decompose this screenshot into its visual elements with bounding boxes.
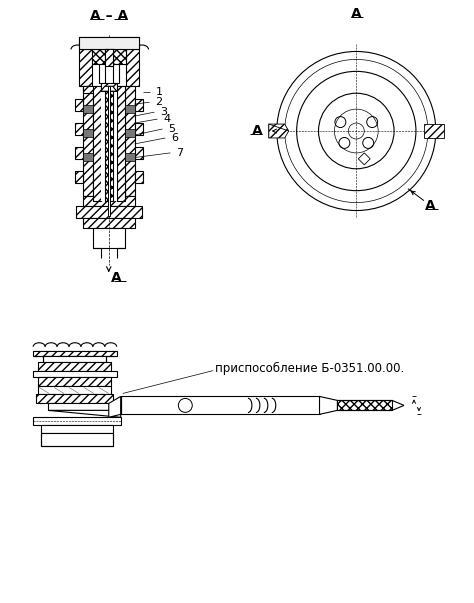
Polygon shape — [101, 86, 117, 91]
Polygon shape — [75, 147, 83, 159]
Polygon shape — [125, 129, 135, 137]
Polygon shape — [101, 83, 117, 91]
Polygon shape — [48, 403, 109, 411]
Polygon shape — [33, 351, 117, 356]
Polygon shape — [41, 433, 113, 446]
Polygon shape — [43, 356, 106, 362]
Polygon shape — [75, 171, 83, 183]
Polygon shape — [135, 147, 143, 159]
Text: 3: 3 — [161, 107, 167, 117]
Polygon shape — [109, 396, 121, 417]
Text: 5: 5 — [168, 124, 175, 134]
Text: 4: 4 — [164, 114, 171, 124]
Polygon shape — [33, 417, 121, 425]
Text: А: А — [425, 198, 435, 213]
Text: 6: 6 — [172, 133, 178, 143]
Polygon shape — [36, 394, 113, 403]
Polygon shape — [83, 153, 93, 161]
Text: приспособление Б-0351.00.00.: приспособление Б-0351.00.00. — [215, 362, 404, 375]
Polygon shape — [337, 400, 392, 411]
Polygon shape — [41, 425, 113, 433]
Polygon shape — [269, 124, 289, 138]
Polygon shape — [319, 396, 337, 414]
Polygon shape — [33, 371, 117, 376]
Polygon shape — [38, 376, 111, 387]
Polygon shape — [117, 86, 125, 201]
Polygon shape — [79, 49, 92, 86]
Polygon shape — [48, 403, 121, 417]
Polygon shape — [135, 99, 143, 111]
Polygon shape — [135, 171, 143, 183]
Polygon shape — [424, 124, 444, 138]
Polygon shape — [93, 229, 125, 248]
Text: А – А: А – А — [90, 8, 128, 23]
Polygon shape — [83, 218, 135, 229]
Polygon shape — [105, 91, 113, 201]
Polygon shape — [105, 49, 113, 66]
Polygon shape — [125, 153, 135, 161]
Polygon shape — [108, 86, 110, 215]
Polygon shape — [125, 105, 135, 113]
Polygon shape — [83, 195, 135, 206]
Polygon shape — [38, 362, 111, 371]
Text: А: А — [351, 7, 362, 21]
Polygon shape — [76, 206, 142, 218]
Polygon shape — [83, 105, 93, 113]
Text: 1: 1 — [155, 87, 163, 97]
Polygon shape — [358, 153, 370, 165]
Polygon shape — [79, 37, 138, 49]
Polygon shape — [125, 86, 135, 195]
Polygon shape — [99, 65, 118, 83]
Text: А: А — [111, 271, 122, 285]
Polygon shape — [83, 86, 125, 93]
Text: А: А — [252, 124, 262, 138]
Polygon shape — [83, 129, 93, 137]
Polygon shape — [38, 387, 111, 394]
Polygon shape — [269, 124, 289, 138]
Polygon shape — [92, 49, 126, 65]
Text: 7: 7 — [176, 148, 183, 158]
Text: 2: 2 — [155, 97, 163, 107]
Polygon shape — [105, 49, 113, 86]
Polygon shape — [75, 123, 83, 135]
Polygon shape — [126, 49, 138, 86]
Polygon shape — [121, 396, 319, 414]
Polygon shape — [75, 99, 83, 111]
Polygon shape — [101, 86, 117, 201]
Polygon shape — [135, 123, 143, 135]
Polygon shape — [83, 86, 93, 195]
Polygon shape — [93, 86, 101, 201]
